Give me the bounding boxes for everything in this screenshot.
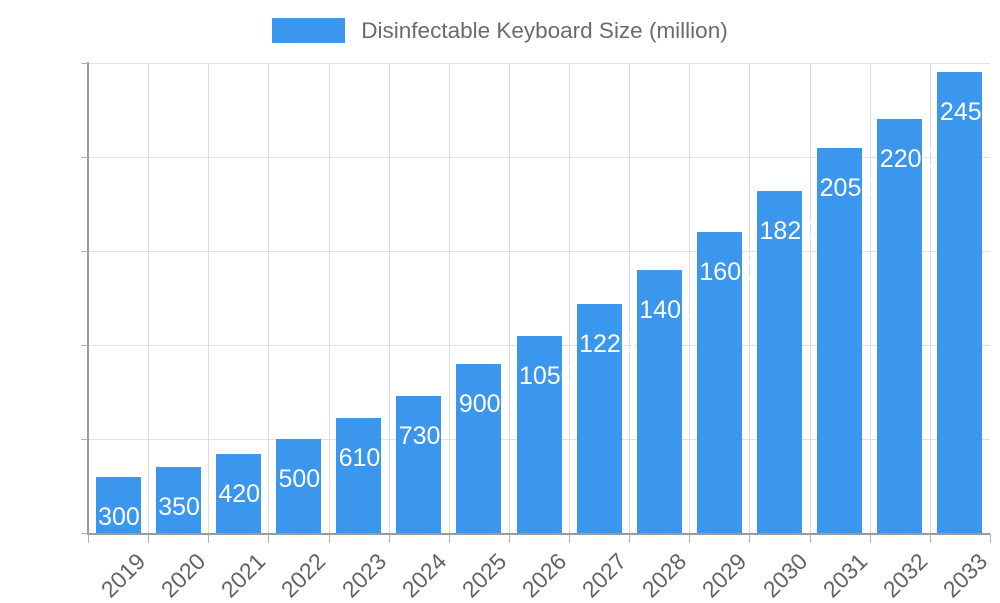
bar[interactable] bbox=[636, 269, 682, 533]
x-axis-tick bbox=[208, 534, 209, 543]
bar[interactable] bbox=[817, 147, 863, 533]
bar[interactable] bbox=[576, 303, 622, 533]
bar[interactable] bbox=[937, 72, 983, 533]
legend-item-disinfectable-keyboard-size[interactable]: Disinfectable Keyboard Size (million) bbox=[272, 18, 728, 43]
bar-value-label: 730 bbox=[398, 421, 441, 450]
x-axis-tick bbox=[88, 534, 89, 543]
bar[interactable] bbox=[877, 119, 923, 533]
x-gridline bbox=[749, 63, 750, 533]
x-axis-tick-label: 2023 bbox=[336, 548, 391, 603]
x-axis-tick-label: 2024 bbox=[396, 548, 452, 603]
y-axis-line bbox=[87, 62, 89, 534]
bar[interactable] bbox=[396, 395, 442, 533]
x-axis-tick bbox=[990, 534, 991, 543]
x-axis-tick-label: 2019 bbox=[95, 548, 151, 603]
x-axis-tick bbox=[810, 534, 811, 543]
bar-value-label: 1600 bbox=[699, 258, 756, 287]
bar-value-label: 610 bbox=[338, 444, 381, 473]
x-axis-tick bbox=[569, 534, 570, 543]
x-axis-tick-label: 2027 bbox=[576, 548, 632, 603]
x-axis-tick bbox=[509, 534, 510, 543]
x-gridline bbox=[268, 63, 269, 533]
x-gridline bbox=[810, 63, 811, 533]
y-axis-tick bbox=[81, 345, 88, 346]
x-axis-tick bbox=[389, 534, 390, 543]
y-gridline bbox=[88, 251, 990, 252]
x-axis-tick bbox=[749, 534, 750, 543]
y-axis-tick bbox=[81, 63, 88, 64]
x-axis-tick bbox=[449, 534, 450, 543]
bar[interactable] bbox=[155, 467, 201, 533]
x-axis-tick-label: 2021 bbox=[216, 548, 271, 603]
legend-color-swatch-icon bbox=[272, 18, 346, 43]
x-gridline bbox=[629, 63, 630, 533]
x-axis-tick-label: 2028 bbox=[637, 548, 692, 603]
bar-value-label: 900 bbox=[458, 389, 501, 418]
bar-value-label: 1220 bbox=[579, 329, 635, 358]
bar-value-label: 500 bbox=[278, 465, 321, 493]
x-axis-tick-label: 2025 bbox=[456, 548, 512, 603]
x-gridline bbox=[689, 63, 690, 533]
y-axis-tick bbox=[81, 533, 88, 534]
x-axis-tick bbox=[870, 534, 871, 543]
x-axis-line bbox=[87, 533, 990, 535]
x-axis-tick-label: 2031 bbox=[817, 548, 873, 603]
bar-value-label: 420 bbox=[218, 480, 261, 509]
y-axis-tick bbox=[81, 439, 88, 440]
bar[interactable] bbox=[275, 439, 321, 533]
x-axis-tick bbox=[930, 534, 931, 543]
x-gridline bbox=[389, 63, 390, 533]
x-axis-tick-label: 2030 bbox=[757, 548, 812, 603]
x-gridline bbox=[930, 63, 931, 533]
y-gridline bbox=[88, 157, 990, 158]
x-gridline bbox=[329, 63, 330, 533]
bar-value-label: 300 bbox=[98, 502, 140, 531]
y-axis-tick bbox=[81, 251, 88, 252]
x-gridline bbox=[870, 63, 871, 533]
x-axis-tick-label: 2029 bbox=[697, 548, 752, 603]
x-axis-tick-label: 2032 bbox=[877, 548, 933, 603]
bar-value-label: 1820 bbox=[759, 216, 816, 245]
x-axis-tick bbox=[329, 534, 330, 543]
bar[interactable] bbox=[757, 190, 803, 533]
bar-value-label: 2200 bbox=[879, 145, 936, 174]
x-axis-tick bbox=[689, 534, 690, 543]
bar[interactable] bbox=[456, 363, 502, 533]
x-axis-tick-label: 2026 bbox=[516, 548, 572, 603]
y-gridline bbox=[88, 63, 990, 64]
legend-item-label: Disinfectable Keyboard Size (million) bbox=[361, 18, 728, 43]
x-axis-tick-label: 2022 bbox=[276, 548, 331, 603]
x-gridline bbox=[148, 63, 149, 533]
bar-value-label: 2050 bbox=[819, 173, 876, 202]
x-gridline bbox=[208, 63, 209, 533]
chart-legend: Disinfectable Keyboard Size (million) bbox=[0, 0, 1000, 55]
y-axis-tick bbox=[81, 157, 88, 158]
x-axis-tick-label: 2020 bbox=[156, 548, 211, 603]
x-axis-tick bbox=[268, 534, 269, 543]
x-axis-tick bbox=[629, 534, 630, 543]
bar[interactable] bbox=[696, 232, 742, 533]
x-gridline bbox=[449, 63, 450, 533]
bar[interactable] bbox=[95, 476, 141, 533]
bar[interactable] bbox=[516, 335, 562, 533]
plot-area: 300 350 420 500 610 730 900 1050 1220 1400 1600 182… bbox=[88, 63, 996, 534]
x-axis-tick bbox=[148, 534, 149, 543]
bar-value-label: 2450 bbox=[939, 98, 996, 127]
x-gridline bbox=[569, 63, 570, 533]
bar[interactable] bbox=[336, 418, 382, 533]
bar-value-label: 350 bbox=[158, 493, 200, 522]
x-gridline bbox=[509, 63, 510, 533]
bar-value-label: 1050 bbox=[519, 361, 575, 390]
x-axis-tick-label: 2033 bbox=[937, 548, 993, 603]
bar[interactable] bbox=[215, 454, 261, 533]
bar-value-label: 1400 bbox=[639, 295, 695, 324]
